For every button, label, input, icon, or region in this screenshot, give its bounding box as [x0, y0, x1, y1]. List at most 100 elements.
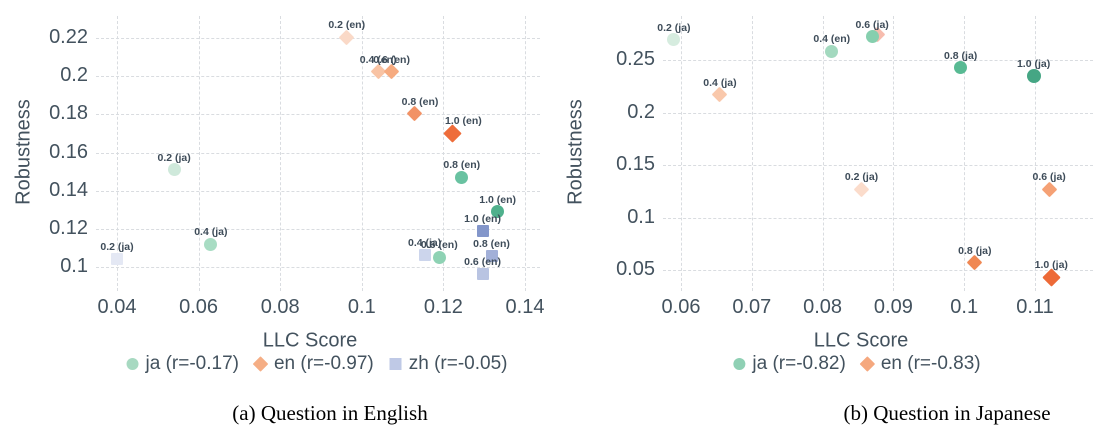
- data-point-ja: [432, 250, 446, 264]
- x-gridline: [681, 16, 682, 291]
- legend-item-ja: ja (r=-0.17): [126, 353, 239, 375]
- point-label: 0.2 (ja): [844, 171, 879, 184]
- x-tick-label: 0.06: [661, 296, 701, 318]
- data-point-en: [338, 29, 355, 45]
- circle-legend-icon: [733, 358, 746, 370]
- legend-label: en (r=-0.97): [273, 353, 374, 374]
- data-point-ja: [204, 237, 218, 251]
- data-point-en: [712, 86, 728, 103]
- data-point-zh: [476, 224, 489, 237]
- point-label: 0.2 (en): [328, 19, 366, 32]
- x-gridline: [117, 16, 118, 291]
- point-label: 0.8 (en): [473, 237, 510, 250]
- data-point-ja: [667, 33, 681, 47]
- chart-question-japanese: 0.25 0.2 0.15 0.1 0.05 0.06 0.07 0.08 0.09 0.1 0.1…: [548, 0, 1095, 447]
- y-tick-label: 0.25: [616, 48, 655, 70]
- y-tick-label: 0.12: [49, 216, 88, 239]
- y-tick-label: 0.05: [616, 258, 655, 280]
- x-tick-label: 0.1: [347, 296, 376, 318]
- x-gridline: [443, 16, 445, 291]
- legend-item-en: en (r=-0.97): [253, 353, 374, 375]
- x-gridline: [525, 16, 526, 291]
- point-label: 1.0 (ja): [1034, 259, 1068, 272]
- data-point-ja: [825, 44, 839, 58]
- diamond-legend-icon: [253, 356, 269, 372]
- y-gridline: [96, 152, 540, 154]
- point-label: 0.4 (ja): [194, 226, 228, 239]
- data-point-ja: [455, 170, 469, 184]
- y-gridline: [96, 76, 540, 78]
- point-label: 0.6 (en): [420, 239, 458, 252]
- x-gridline: [964, 16, 966, 291]
- point-label: 1.0 (en): [464, 212, 501, 225]
- point-label: 0.8 (en): [443, 159, 481, 172]
- data-point-ja: [954, 61, 968, 75]
- y-tick-label: 0.15: [616, 153, 655, 175]
- y-gridline: [96, 228, 540, 230]
- point-label: 1.0 (ja): [1016, 57, 1051, 70]
- legend-item-en: en (r=-0.83): [860, 353, 981, 375]
- point-label: 0.8 (ja): [958, 244, 992, 257]
- x-tick-label: 0.04: [97, 296, 137, 318]
- point-label: 0.4 (ja): [407, 236, 442, 249]
- point-label: 0.4 (en): [813, 33, 851, 46]
- legend-item-ja: ja (r=-0.82): [733, 353, 846, 375]
- y-gridline: [96, 114, 540, 116]
- x-gridline: [822, 16, 824, 291]
- subfigure-caption: (b) Question in Japanese: [843, 401, 1051, 425]
- y-tick-label: 0.2: [627, 100, 655, 123]
- y-gridline: [663, 60, 1093, 61]
- chart-question-english: 0.22 0.2 0.18 0.16 0.14 0.12 0.1 0.04 0.06 0.08 0.…: [0, 0, 547, 447]
- diamond-legend-icon: [860, 356, 876, 372]
- legend-item-zh: zh (r=-0.05): [389, 353, 508, 375]
- point-label: 0.2 (ja): [657, 21, 691, 34]
- y-tick-label: 0.22: [49, 26, 88, 48]
- subfigure-caption: (a) Question in English: [232, 401, 428, 425]
- point-label: 0.8 (en): [401, 95, 439, 108]
- y-gridline: [663, 112, 1093, 114]
- x-tick-label: 0.09: [873, 296, 913, 318]
- data-point-ja: [1026, 68, 1041, 83]
- point-label: 0.2 (ja): [157, 151, 191, 164]
- data-point-ja: [167, 163, 181, 177]
- point-label: 0.6 (ja): [1032, 171, 1066, 184]
- data-point-ja: [865, 30, 879, 44]
- data-point-zh: [485, 249, 498, 262]
- point-label: 0.2 (ja): [100, 241, 134, 254]
- legend-label: ja (r=-0.17): [145, 353, 239, 374]
- y-tick-label: 0.1: [60, 255, 88, 277]
- x-gridline: [893, 16, 895, 291]
- point-label: 0.6 (en): [373, 53, 410, 66]
- data-point-zh: [418, 248, 431, 261]
- point-label: 0.6 (en): [464, 255, 501, 268]
- legend-label: ja (r=-0.82): [752, 353, 846, 374]
- legend-label: en (r=-0.83): [880, 353, 981, 374]
- y-gridline: [96, 190, 540, 192]
- y-axis-title: Robustness: [564, 98, 587, 205]
- x-gridline: [361, 16, 363, 291]
- x-tick-label: 0.08: [260, 296, 300, 318]
- x-gridline: [751, 16, 753, 291]
- legend: ja (r=-0.82) en (r=-0.83): [733, 353, 981, 375]
- y-tick-label: 0.14: [49, 178, 88, 201]
- square-legend-icon: [389, 358, 402, 370]
- x-tick-label: 0.12: [423, 296, 463, 318]
- y-tick-label: 0.1: [627, 205, 655, 228]
- data-point-en: [1041, 181, 1057, 197]
- point-label: 0.8 (ja): [944, 49, 978, 62]
- y-tick-label: 0.16: [49, 140, 88, 163]
- point-label: 0.4 (ja): [703, 76, 737, 89]
- x-tick-label: 0.11: [1016, 296, 1054, 318]
- data-point-ja: [491, 205, 505, 219]
- point-label: 1.0 (en): [444, 115, 482, 128]
- data-point-en: [853, 181, 870, 197]
- x-gridline: [1035, 16, 1036, 291]
- data-point-zh: [476, 267, 489, 280]
- legend-label: zh (r=-0.05): [408, 353, 508, 374]
- data-point-zh: [111, 253, 123, 266]
- y-gridline: [663, 270, 1093, 271]
- point-label: 0.4 (en): [359, 53, 397, 66]
- x-tick-label: 0.07: [732, 296, 772, 318]
- x-tick-label: 0.06: [179, 296, 219, 318]
